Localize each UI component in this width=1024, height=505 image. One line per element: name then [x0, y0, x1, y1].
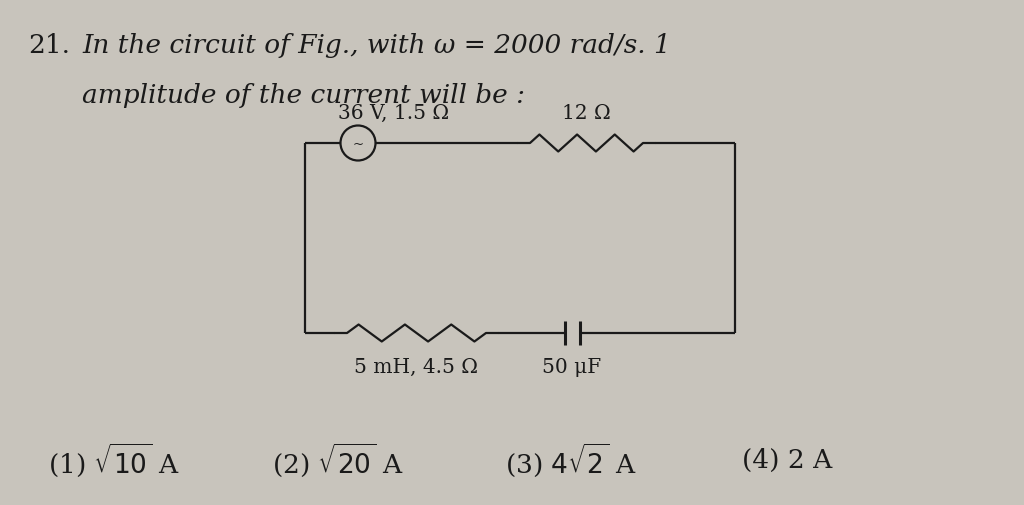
Text: 21.: 21. [28, 33, 70, 58]
Text: ~: ~ [352, 137, 364, 150]
Text: (2) $\sqrt{20}$ A: (2) $\sqrt{20}$ A [272, 441, 403, 479]
Text: (3) $4\sqrt{2}$ A: (3) $4\sqrt{2}$ A [505, 441, 637, 479]
Text: (1) $\sqrt{10}$ A: (1) $\sqrt{10}$ A [48, 441, 180, 479]
Text: 5 mH, 4.5 Ω: 5 mH, 4.5 Ω [354, 358, 478, 377]
Text: 12 Ω: 12 Ω [562, 104, 611, 123]
Text: 36 V, 1.5 Ω: 36 V, 1.5 Ω [339, 104, 450, 123]
Text: 50 μF: 50 μF [543, 358, 602, 377]
Text: amplitude of the current will be :: amplitude of the current will be : [82, 83, 525, 108]
Text: (4) 2 A: (4) 2 A [742, 447, 833, 473]
Text: In the circuit of Fig., with ω = 2000 rad/s. 1: In the circuit of Fig., with ω = 2000 ra… [82, 33, 671, 58]
